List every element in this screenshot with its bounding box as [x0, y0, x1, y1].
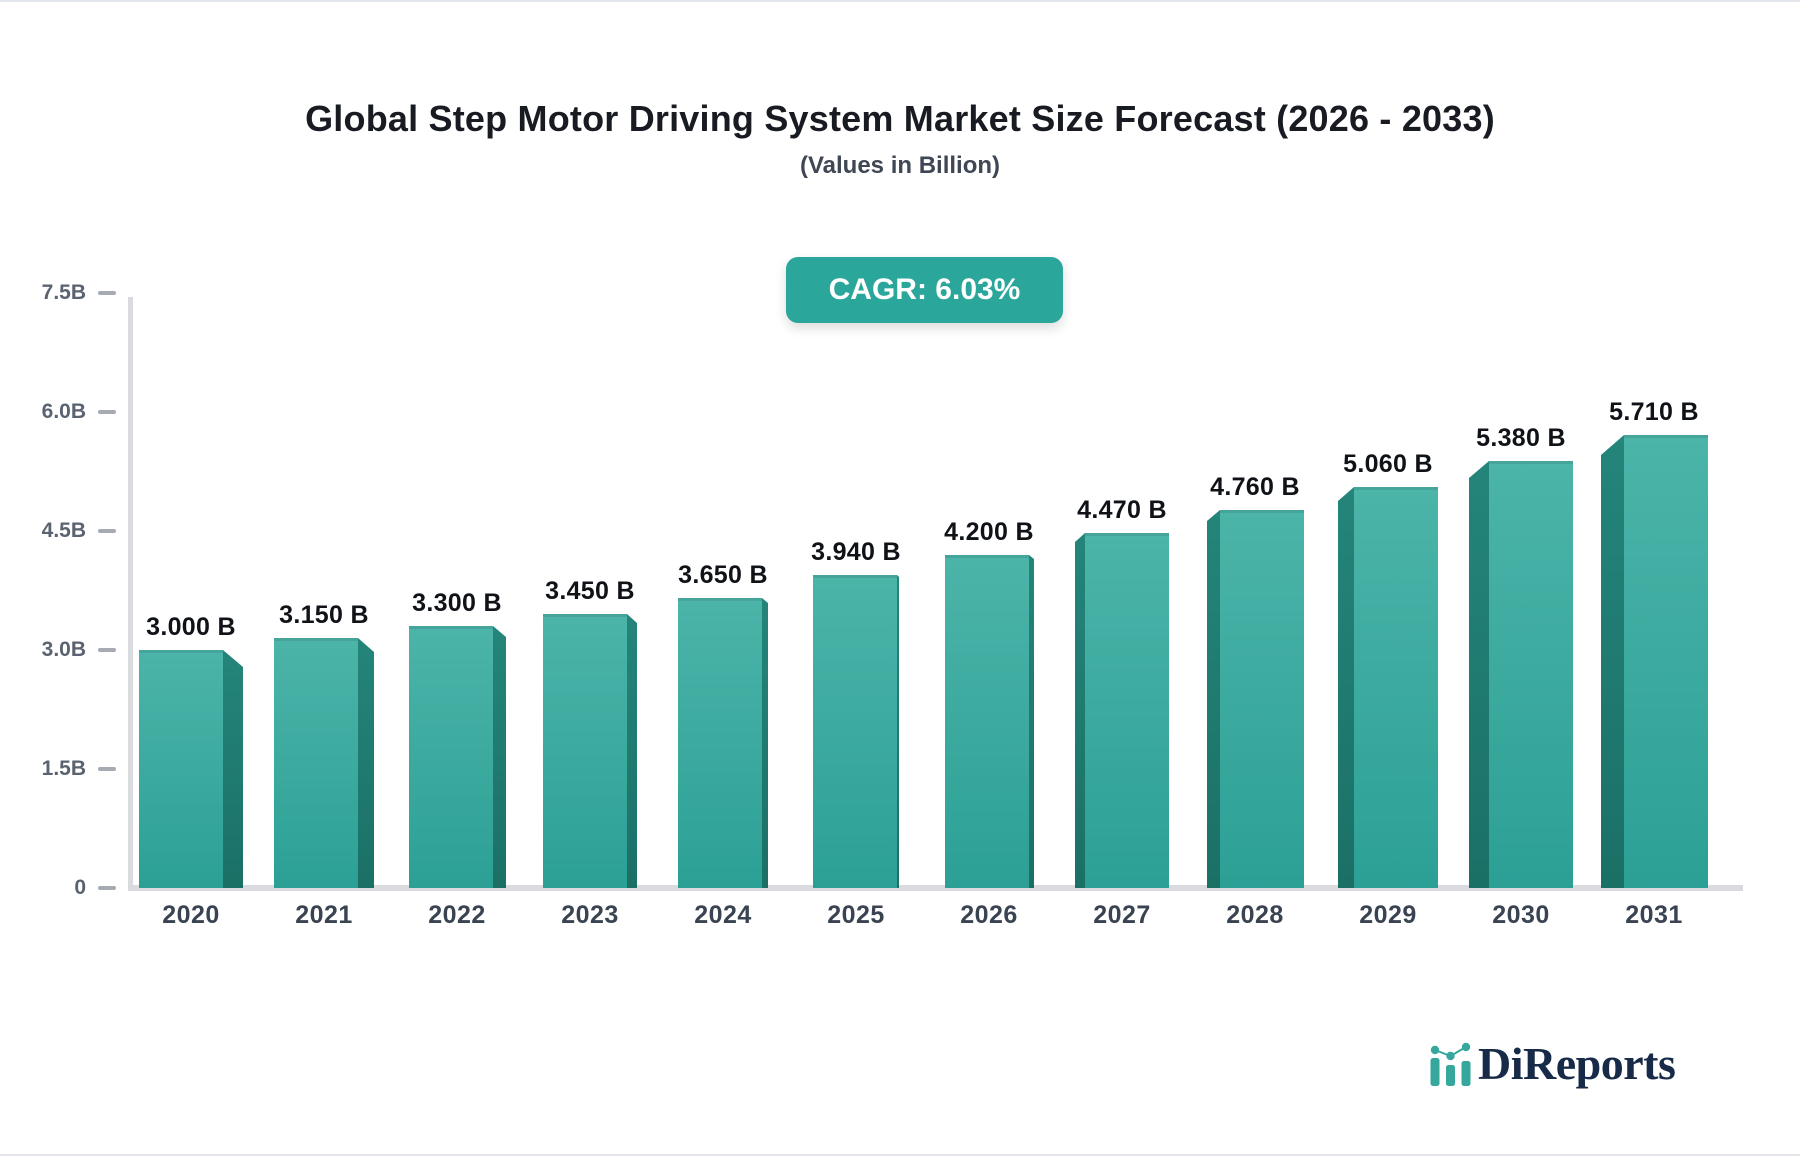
- x-axis-label: 2028: [1226, 901, 1284, 929]
- x-axis-label: 2023: [561, 901, 619, 929]
- y-axis-line: [128, 297, 133, 888]
- bar-value-label: 5.060 B: [1343, 450, 1433, 478]
- bar-value-label: 3.150 B: [279, 601, 369, 629]
- x-axis-label: 2026: [960, 901, 1018, 929]
- chart-subtitle: (Values in Billion): [799, 152, 1001, 179]
- y-axis-tick-label: 6.0B: [41, 400, 86, 423]
- bar-side-face-2028: [1207, 510, 1220, 888]
- x-axis-label: 2031: [1625, 901, 1683, 929]
- y-axis-tick-label: 0: [74, 876, 86, 899]
- bar-value-label: 3.940 B: [811, 538, 901, 566]
- bar-value-label: 4.470 B: [1077, 496, 1167, 524]
- bar-2029: [1354, 487, 1438, 888]
- cagr-badge-label: CAGR: 6.03%: [828, 273, 1021, 306]
- bar-side-face-2023: [627, 614, 637, 888]
- y-axis-tick: [98, 529, 116, 533]
- y-axis-tick: [98, 291, 116, 295]
- bar-value-label: 5.380 B: [1476, 424, 1566, 452]
- x-axis-label: 2030: [1492, 901, 1550, 929]
- bar-2022: [409, 626, 493, 888]
- cagr-badge: CAGR: 6.03%: [786, 257, 1063, 323]
- y-axis-tick: [98, 648, 116, 652]
- bar-side-face-2030: [1469, 461, 1489, 888]
- chart-title: Global Step Motor Driving System Market …: [305, 98, 1495, 139]
- bar-2028: [1220, 510, 1304, 888]
- x-axis-line: [128, 885, 1743, 891]
- x-axis-label: 2029: [1359, 901, 1417, 929]
- y-axis-tick: [98, 767, 116, 771]
- bar-2027: [1085, 533, 1169, 888]
- bar-value-label: 3.650 B: [678, 561, 768, 589]
- x-axis-label: 2022: [428, 901, 486, 929]
- bar-value-label: 5.710 B: [1609, 398, 1699, 426]
- bar-2030: [1489, 461, 1573, 888]
- y-axis-tick: [98, 886, 116, 890]
- bar-side-face-2025: [897, 575, 899, 888]
- bar-side-face-2031: [1601, 435, 1624, 888]
- y-axis-tick-label: 7.5B: [41, 281, 86, 304]
- bar-side-face-2021: [358, 638, 374, 888]
- logo-text: DiReports: [1478, 1038, 1676, 1089]
- bar-side-face-2024: [762, 598, 768, 888]
- bar-2020: [139, 650, 223, 888]
- bar-value-label: 3.300 B: [412, 589, 502, 617]
- bar-2024: [678, 598, 762, 888]
- bar-value-label: 3.000 B: [146, 613, 236, 641]
- x-axis-label: 2027: [1093, 901, 1151, 929]
- bar-2031: [1624, 435, 1708, 888]
- x-axis-label: 2020: [162, 901, 220, 929]
- bar-side-face-2020: [223, 650, 243, 888]
- bar-value-label: 4.200 B: [944, 518, 1034, 546]
- bar-side-face-2022: [493, 626, 506, 888]
- bar-value-label: 4.760 B: [1210, 473, 1300, 501]
- bar-side-face-2029: [1338, 487, 1354, 888]
- bar-side-face-2026: [1029, 555, 1034, 888]
- bar-chart-logo-icon: [1430, 1042, 1471, 1086]
- y-axis-tick-label: 1.5B: [41, 757, 86, 780]
- bar-2023: [543, 614, 627, 888]
- bar-side-face-2027: [1075, 533, 1085, 888]
- x-axis-label: 2021: [295, 901, 353, 929]
- bar-2026: [945, 555, 1029, 888]
- x-axis-label: 2025: [827, 901, 885, 929]
- y-axis-tick: [98, 410, 116, 414]
- y-axis-tick-label: 4.5B: [41, 519, 86, 542]
- x-axis-label: 2024: [694, 901, 752, 929]
- direports-logo: DiReports: [1428, 1038, 1676, 1090]
- bar-2025: [813, 575, 897, 888]
- bar-value-label: 3.450 B: [545, 577, 635, 605]
- bar-2021: [274, 638, 358, 888]
- y-axis-tick-label: 3.0B: [41, 638, 86, 661]
